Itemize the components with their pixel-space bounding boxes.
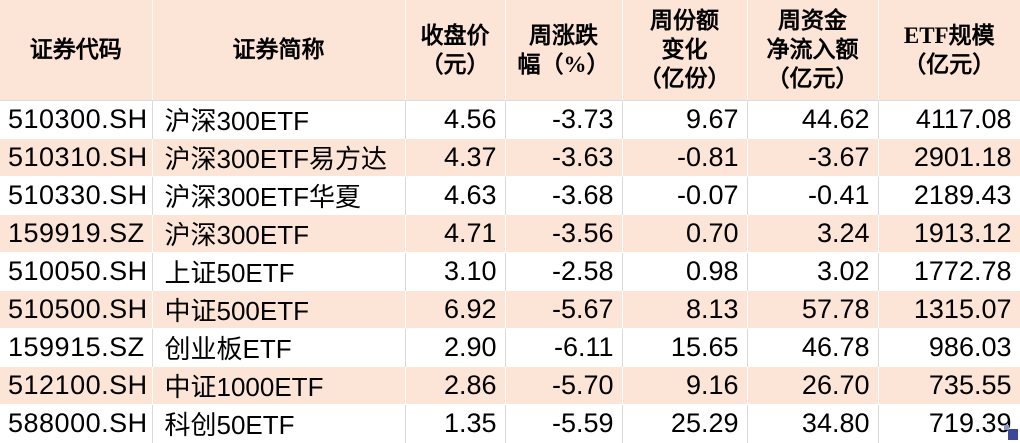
cell-share: 9.16	[622, 365, 748, 405]
table-row: 510050.SH 上证50ETF 3.10 -2.58 0.98 3.02 1772.78	[0, 252, 1020, 290]
cell-close: 4.71	[405, 213, 506, 253]
cell-flow: 3.02	[747, 252, 879, 290]
cell-code: 512100.SH	[0, 365, 153, 405]
cell-scale: 986.03	[878, 328, 1020, 366]
table-row: 510330.SH 沪深300ETF华夏 4.63 -3.68 -0.07 -0.41 21…	[0, 176, 1020, 214]
cell-flow: 3.24	[747, 213, 879, 253]
cell-scale: 1913.12	[878, 213, 1020, 253]
cell-scale: 719.39	[878, 404, 1020, 442]
cell-code: 510500.SH	[0, 289, 153, 329]
cell-flow: 34.80	[747, 404, 879, 442]
cell-name: 中证500ETF	[152, 289, 406, 329]
cell-name: 科创50ETF	[152, 404, 406, 442]
cell-share: -0.81	[622, 137, 748, 177]
cell-flow: 44.62	[747, 100, 879, 138]
col-header-close: 收盘价 （元）	[405, 0, 506, 101]
cell-close: 2.90	[405, 328, 506, 366]
cell-chg: -5.67	[505, 289, 623, 329]
cell-code: 159915.SZ	[0, 328, 153, 366]
table-header: 证券代码 证券简称 收盘价 （元） 周涨跌 幅（%） 周份额 变化 （亿份） 周资金 净流入额 （亿元…	[0, 0, 1020, 101]
col-header-chg: 周涨跌 幅（%）	[505, 0, 623, 101]
table-row: 159919.SZ 沪深300ETF 4.71 -3.56 0.70 3.24 1913.1…	[0, 213, 1020, 253]
cell-chg: -3.68	[505, 176, 623, 214]
col-header-scale: ETF规模 （亿元）	[878, 0, 1020, 101]
table-body: 510300.SH 沪深300ETF 4.56 -3.73 9.67 44.62 4117.…	[0, 100, 1020, 443]
cell-share: 0.98	[622, 252, 748, 290]
cell-chg: -6.11	[505, 328, 623, 366]
col-header-share: 周份额 变化 （亿份）	[622, 0, 748, 101]
cell-close: 6.92	[405, 289, 506, 329]
cell-chg: -5.70	[505, 365, 623, 405]
cell-chg: -5.59	[505, 404, 623, 442]
cell-close: 2.86	[405, 365, 506, 405]
col-header-code: 证券代码	[0, 0, 153, 101]
table-row: 510310.SH 沪深300ETF易方达 4.37 -3.63 -0.81 -3.67 2…	[0, 137, 1020, 177]
cell-name: 中证1000ETF	[152, 365, 406, 405]
cell-share: 0.70	[622, 213, 748, 253]
cell-close: 1.35	[405, 404, 506, 442]
table-row: 510500.SH 中证500ETF 6.92 -5.67 8.13 57.78 1315.…	[0, 289, 1020, 329]
cell-flow: 46.78	[747, 328, 879, 366]
cell-close: 4.56	[405, 100, 506, 138]
table-row: 159915.SZ 创业板ETF 2.90 -6.11 15.65 46.78 986.03	[0, 328, 1020, 366]
cell-code: 510310.SH	[0, 137, 153, 177]
spreadsheet-fill-handle[interactable]	[1004, 425, 1018, 440]
cell-chg: -3.56	[505, 213, 623, 253]
cell-close: 4.37	[405, 137, 506, 177]
cell-code: 159919.SZ	[0, 213, 153, 253]
table-row: 588000.SH 科创50ETF 1.35 -5.59 25.29 34.80 719.3…	[0, 404, 1020, 442]
cell-name: 创业板ETF	[152, 328, 406, 366]
cell-name: 沪深300ETF华夏	[152, 176, 406, 214]
cell-share: 9.67	[622, 100, 748, 138]
cell-name: 沪深300ETF	[152, 213, 406, 253]
cell-flow: -0.41	[747, 176, 879, 214]
cell-scale: 1315.07	[878, 289, 1020, 329]
cell-flow: 26.70	[747, 365, 879, 405]
col-header-flow: 周资金 净流入额 （亿元）	[747, 0, 879, 101]
cell-chg: -3.73	[505, 100, 623, 138]
cell-share: 8.13	[622, 289, 748, 329]
cell-flow: 57.78	[747, 289, 879, 329]
cell-code: 510050.SH	[0, 252, 153, 290]
table-row: 510300.SH 沪深300ETF 4.56 -3.73 9.67 44.62 4117.…	[0, 100, 1020, 138]
cell-close: 3.10	[405, 252, 506, 290]
cell-code: 510300.SH	[0, 100, 153, 138]
cell-code: 588000.SH	[0, 404, 153, 442]
cell-name: 沪深300ETF	[152, 100, 406, 138]
header-row: 证券代码 证券简称 收盘价 （元） 周涨跌 幅（%） 周份额 变化 （亿份） 周资金 净流入额 （亿元…	[0, 0, 1020, 101]
cell-share: 15.65	[622, 328, 748, 366]
cell-chg: -2.58	[505, 252, 623, 290]
cell-scale: 735.55	[878, 365, 1020, 405]
cell-close: 4.63	[405, 176, 506, 214]
cell-chg: -3.63	[505, 137, 623, 177]
cell-name: 上证50ETF	[152, 252, 406, 290]
table-row: 512100.SH 中证1000ETF 2.86 -5.70 9.16 26.70 735.…	[0, 365, 1020, 405]
cell-code: 510330.SH	[0, 176, 153, 214]
cell-share: -0.07	[622, 176, 748, 214]
cell-name: 沪深300ETF易方达	[152, 137, 406, 177]
cell-share: 25.29	[622, 404, 748, 442]
cell-scale: 4117.08	[878, 100, 1020, 138]
cell-scale: 2189.43	[878, 176, 1020, 214]
cell-scale: 2901.18	[878, 137, 1020, 177]
cell-scale: 1772.78	[878, 252, 1020, 290]
col-header-name: 证券简称	[152, 0, 406, 101]
cell-flow: -3.67	[747, 137, 879, 177]
